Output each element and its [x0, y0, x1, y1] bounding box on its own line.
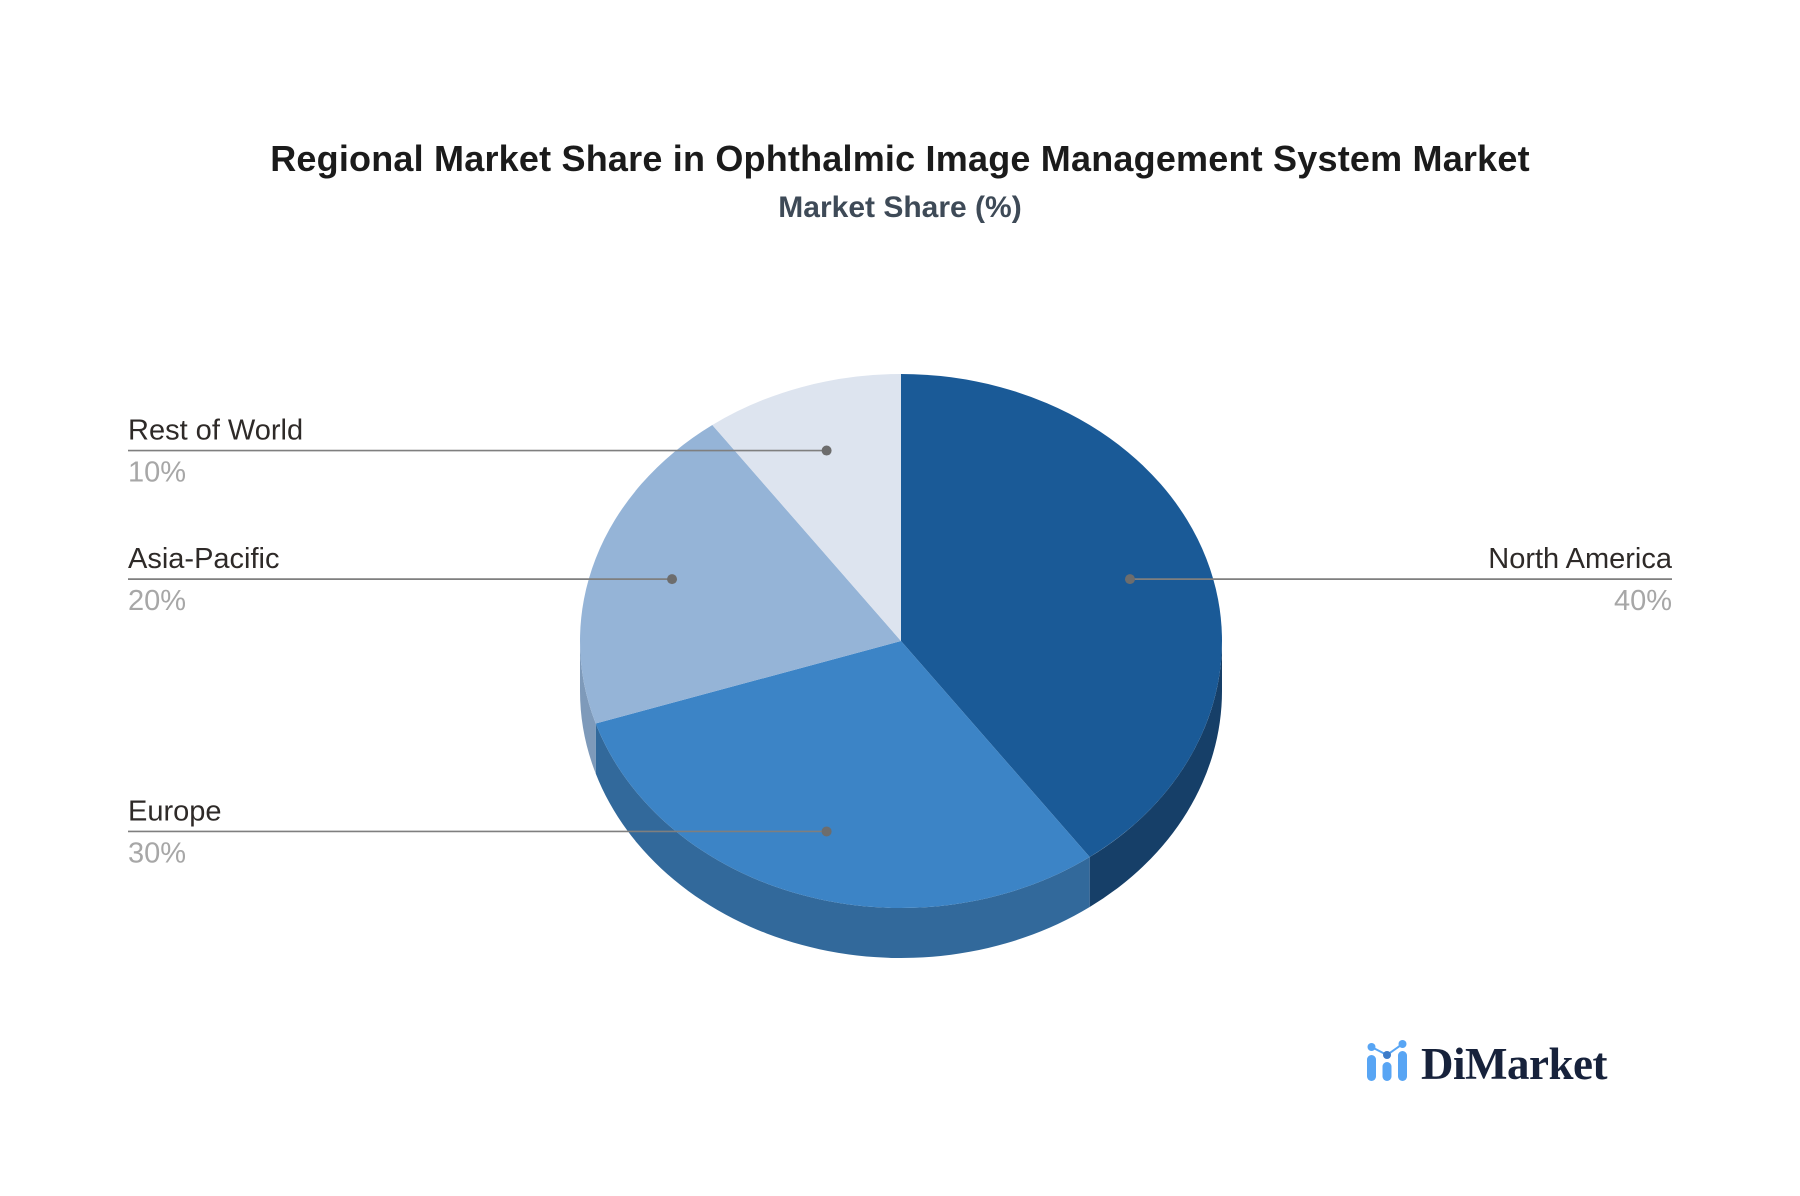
leader-dot-asia-pacific — [667, 574, 678, 585]
slice-label-europe: Europe — [128, 795, 222, 827]
leader-dot-north-america — [1124, 574, 1135, 585]
brand-name: DiMarket — [1421, 1039, 1607, 1089]
pie-slice-side-europe — [595, 723, 1090, 958]
bar-line-chart-icon — [1367, 1040, 1407, 1081]
brand-logo: DiMarket — [1364, 1038, 1607, 1089]
slice-label-north-america: North America — [1488, 543, 1673, 575]
leader-dot-rest-of-world — [821, 445, 832, 456]
pie-slice-asia-pacific[interactable] — [580, 424, 901, 724]
slice-value-north-america: 40% — [1614, 585, 1672, 617]
pie-slice-north-america[interactable] — [901, 374, 1222, 858]
pie-slice-side-north-america — [1089, 641, 1222, 908]
pie-slice-europe[interactable] — [595, 641, 1090, 908]
slice-value-europe: 30% — [128, 837, 186, 869]
chart-subtitle: Market Share (%) — [778, 191, 1022, 224]
pie-slice-rest-of-world[interactable] — [712, 374, 901, 641]
pie-slice-side-asia-pacific — [580, 641, 596, 774]
leader-dot-europe — [821, 826, 832, 837]
chart-title: Regional Market Share in Ophthalmic Imag… — [270, 138, 1530, 179]
slice-value-rest-of-world: 10% — [128, 457, 186, 489]
slice-value-asia-pacific: 20% — [128, 585, 186, 617]
slice-label-asia-pacific: Asia-Pacific — [128, 543, 280, 575]
slice-label-rest-of-world: Rest of World — [128, 415, 303, 447]
